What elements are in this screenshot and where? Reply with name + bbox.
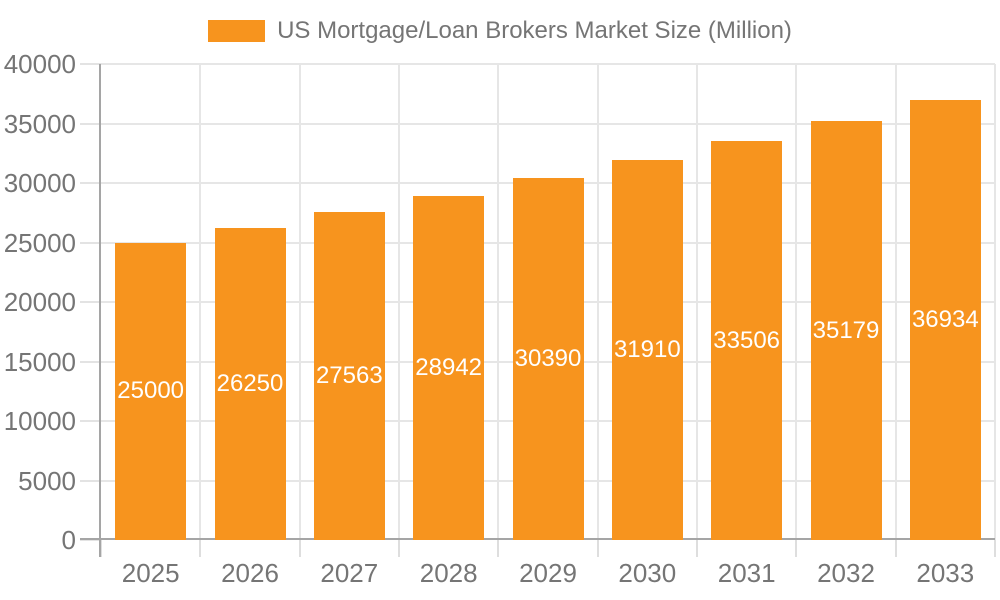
y-axis-tick (80, 241, 101, 244)
x-axis-label: 2028 (419, 558, 478, 588)
bar-value-label: 30390 (514, 345, 582, 373)
y-axis-tick (80, 301, 101, 303)
y-axis-label: 20000 (3, 287, 76, 317)
x-axis-tick (298, 540, 301, 557)
bar[interactable]: 30390 (512, 178, 584, 540)
y-axis-tick (80, 420, 101, 422)
x-gridline (894, 64, 897, 540)
x-gridline (596, 64, 599, 540)
bar[interactable]: 33506 (711, 141, 783, 540)
x-axis-label: 2031 (717, 558, 776, 588)
bar-value-label: 36934 (911, 306, 979, 334)
x-axis-tick (696, 540, 698, 557)
bar[interactable]: 25000 (115, 242, 187, 540)
bar-value-label: 28942 (415, 353, 483, 381)
y-axis-label: 15000 (3, 346, 76, 377)
y-axis-label: 30000 (3, 168, 76, 198)
x-gridline (298, 64, 301, 540)
x-axis-label: 2025 (121, 558, 180, 588)
x-axis-label: 2030 (618, 558, 677, 588)
y-axis-label: 25000 (3, 227, 76, 258)
legend-label: US Mortgage/Loan Brokers Market Size (Mi… (277, 17, 792, 44)
x-axis-tick (994, 540, 996, 557)
bar[interactable]: 36934 (909, 100, 981, 540)
y-axis-tick (80, 63, 101, 65)
x-gridline (696, 64, 698, 540)
y-axis-label: 10000 (3, 406, 76, 436)
y-axis-label: 5000 (18, 465, 76, 496)
legend[interactable]: US Mortgage/Loan Brokers Market Size (Mi… (0, 16, 1000, 46)
bar[interactable]: 26250 (214, 227, 286, 540)
bar[interactable]: 35179 (810, 121, 882, 540)
x-axis-tick (894, 540, 897, 557)
x-axis-label: 2029 (519, 558, 577, 588)
x-axis-tick (596, 540, 599, 557)
bar-value-label: 27563 (315, 361, 383, 389)
bar[interactable]: 31910 (611, 160, 683, 540)
y-axis-label: 35000 (3, 108, 76, 139)
y-axis-tick (80, 122, 101, 125)
x-axis-label: 2027 (320, 558, 379, 588)
legend-swatch-icon (208, 20, 266, 42)
x-gridline (994, 64, 996, 540)
bar[interactable]: 27563 (313, 212, 385, 540)
x-gridline (199, 64, 202, 540)
y-axis-line (99, 64, 101, 557)
x-axis-tick (100, 540, 102, 557)
y-axis-tick (80, 479, 101, 482)
y-gridline (101, 63, 995, 65)
y-axis-label: 40000 (3, 49, 76, 79)
y-axis-tick (80, 182, 101, 184)
x-gridline (795, 64, 798, 540)
y-gridline (101, 122, 995, 125)
y-axis-tick (80, 539, 101, 541)
bar-value-label: 31910 (613, 336, 681, 364)
x-axis-tick (497, 540, 500, 557)
x-axis-tick (398, 540, 400, 557)
y-axis-label: 0 (61, 525, 76, 555)
bar[interactable]: 28942 (413, 195, 485, 540)
x-axis-tick (199, 540, 202, 557)
bar-value-label: 25000 (117, 377, 185, 405)
bar-value-label: 33506 (713, 326, 781, 354)
x-axis-label: 2033 (916, 558, 975, 588)
x-axis-label: 2032 (817, 558, 875, 588)
x-gridline (398, 64, 400, 540)
bar-value-label: 26250 (216, 369, 284, 397)
x-gridline (497, 64, 500, 540)
x-axis-tick (795, 540, 798, 557)
y-axis-tick (80, 360, 101, 363)
x-axis-label: 2026 (221, 558, 279, 588)
bar-value-label: 35179 (812, 316, 880, 344)
